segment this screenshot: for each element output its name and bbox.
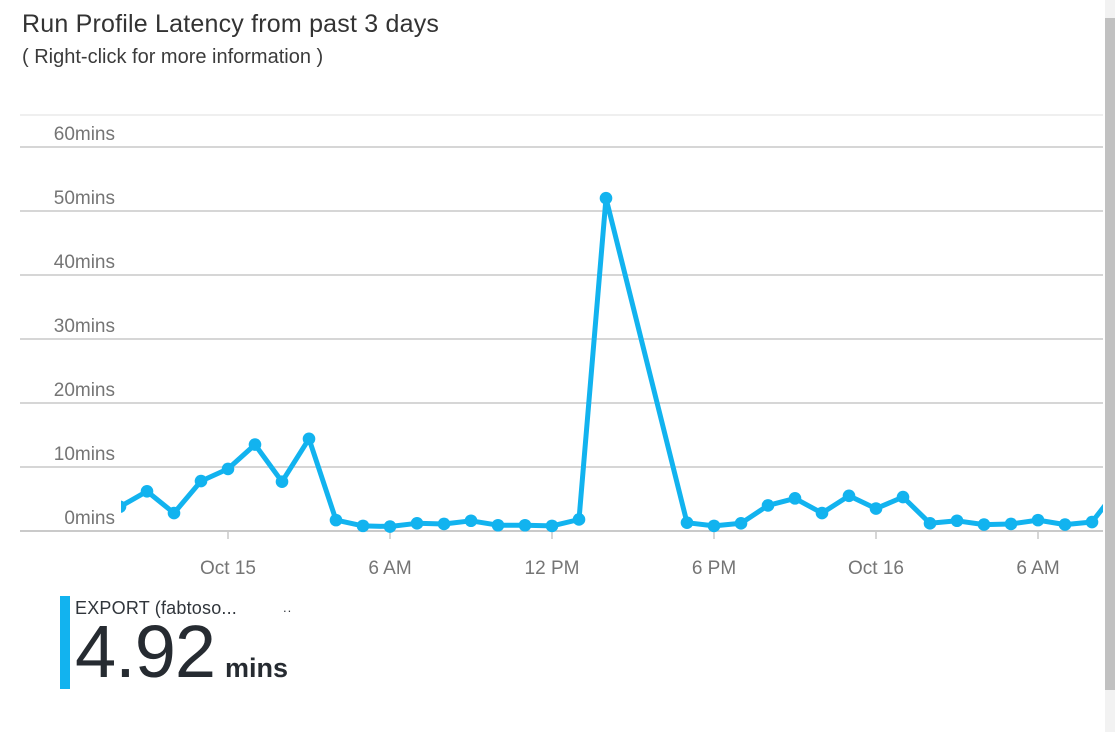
data-point[interactable] <box>248 438 262 451</box>
data-point[interactable] <box>680 516 694 529</box>
latency-line-chart[interactable]: 0mins 10mins 20mins 30mins 40mins 50mins 60min… <box>0 0 1115 590</box>
data-point[interactable] <box>707 519 721 533</box>
data-point[interactable] <box>114 500 127 513</box>
legend-overflow-dots: .. <box>283 600 293 615</box>
data-point[interactable] <box>1058 518 1072 531</box>
data-point[interactable] <box>815 506 829 520</box>
scrollbar-thumb[interactable] <box>1105 18 1115 690</box>
y-axis-label: 0mins <box>64 508 115 529</box>
data-point[interactable] <box>275 475 289 489</box>
series-color-bar <box>60 596 70 689</box>
latency-unit: mins <box>225 653 289 683</box>
data-point[interactable] <box>977 518 991 531</box>
x-axis-label: 12 PM <box>525 558 580 579</box>
data-point[interactable] <box>383 520 397 533</box>
y-axis-label: 40mins <box>54 252 115 273</box>
data-point[interactable] <box>923 517 937 530</box>
x-axis-label: 6 AM <box>368 558 411 579</box>
page-title: Run Profile Latency from past 3 days <box>22 10 440 38</box>
y-axis-label: 50mins <box>54 188 115 209</box>
data-point[interactable] <box>491 518 505 532</box>
data-point[interactable] <box>329 513 343 527</box>
data-point[interactable] <box>761 499 775 512</box>
data-point[interactable] <box>140 485 154 498</box>
data-point[interactable] <box>896 490 910 504</box>
data-point[interactable] <box>788 492 802 505</box>
data-point[interactable] <box>1004 517 1018 531</box>
data-point[interactable] <box>302 432 316 446</box>
data-point[interactable] <box>464 514 478 528</box>
data-point[interactable] <box>221 462 235 476</box>
data-point[interactable] <box>410 517 424 530</box>
data-point[interactable] <box>950 514 964 528</box>
data-point[interactable] <box>194 474 208 488</box>
page-subtitle: ( Right-click for more information ) <box>22 46 324 68</box>
data-point[interactable] <box>842 489 856 503</box>
data-point[interactable] <box>356 519 370 533</box>
x-axis-label: Oct 15 <box>200 558 256 579</box>
x-axis-label: Oct 16 <box>848 558 904 579</box>
y-axis-label: 60mins <box>54 124 115 145</box>
x-axis-label: 6 AM <box>1016 558 1059 579</box>
y-axis-label: 30mins <box>54 316 115 337</box>
y-axis-label: 10mins <box>54 444 115 465</box>
data-point[interactable] <box>599 191 613 205</box>
data-point[interactable] <box>518 518 532 532</box>
chart-header: Run Profile Latency from past 3 days ( R… <box>22 10 439 69</box>
vertical-scrollbar[interactable] <box>1105 0 1115 732</box>
series-callout[interactable]: EXPORT (fabtoso... .. 4.92 mins <box>60 596 292 689</box>
data-point[interactable] <box>437 517 451 531</box>
data-point[interactable] <box>734 517 748 530</box>
data-point[interactable] <box>1085 515 1099 529</box>
x-axis-label: 6 PM <box>692 558 736 579</box>
data-point[interactable] <box>545 519 559 533</box>
latency-line <box>121 195 1103 529</box>
y-axis-label: 20mins <box>54 380 115 401</box>
data-point[interactable] <box>167 506 181 520</box>
data-point[interactable] <box>869 502 883 515</box>
data-point[interactable] <box>572 513 586 526</box>
data-point[interactable] <box>1031 513 1045 527</box>
series-label: EXPORT (fabtoso... <box>75 598 238 618</box>
latency-value: 4.92 <box>75 610 216 693</box>
